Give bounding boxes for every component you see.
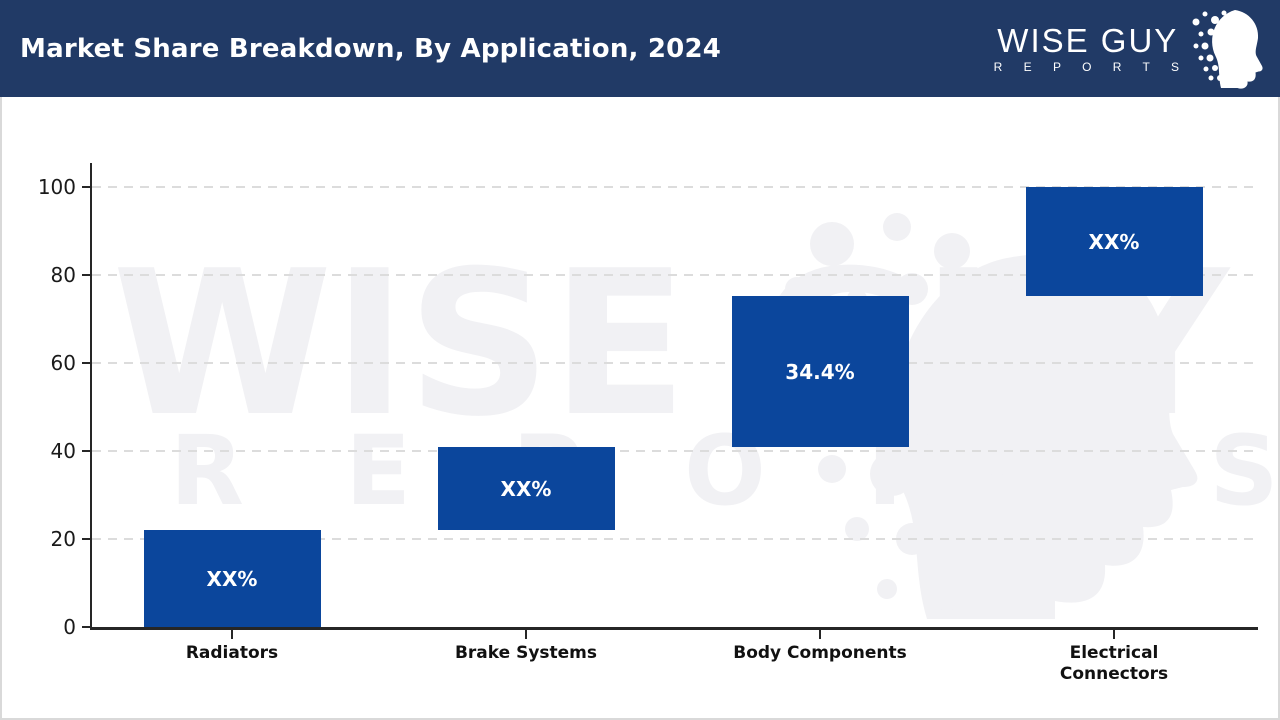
y-tick-mark-60 xyxy=(82,362,90,364)
gridline-100 xyxy=(92,186,1256,188)
y-tick-mark-40 xyxy=(82,450,90,452)
bar-radiators: XX% xyxy=(143,530,321,627)
y-tick-mark-100 xyxy=(82,186,90,188)
x-tick-mark-3 xyxy=(1113,630,1115,639)
logo-head-icon xyxy=(1192,9,1263,89)
x-tick-mark-1 xyxy=(525,630,527,639)
y-axis-line xyxy=(90,163,92,629)
y-tick-mark-0 xyxy=(82,626,90,628)
y-tick-mark-80 xyxy=(82,274,90,276)
y-tick-mark-20 xyxy=(82,538,90,540)
x-axis-line xyxy=(90,627,1258,630)
bar-body-components: 34.4% xyxy=(731,296,909,448)
gridline-40 xyxy=(92,450,1256,452)
page-title: Market Share Breakdown, By Application, … xyxy=(20,33,722,64)
bar-electrical-connectors: XX% xyxy=(1025,187,1203,297)
gridline-80 xyxy=(92,274,1256,276)
chart-canvas: WISE GUY R E P O R T S 0 20 40 60 80 100 XX% Ra… xyxy=(0,97,1280,720)
y-tick-label-40: 40 xyxy=(50,439,76,463)
x-category-label-3: Electrical Connectors xyxy=(1059,643,1169,684)
y-tick-label-100: 100 xyxy=(37,175,76,199)
gridline-60 xyxy=(92,362,1256,364)
logo-wordmark-block: WISE GUY R E P O R T S xyxy=(988,24,1188,73)
bar-value-label: XX% xyxy=(1088,229,1140,254)
x-tick-mark-2 xyxy=(819,630,821,639)
bar-value-label: XX% xyxy=(500,476,552,501)
header-bar: Market Share Breakdown, By Application, … xyxy=(0,0,1280,97)
logo-subtitle: R E P O R T S xyxy=(993,60,1188,74)
y-tick-label-80: 80 xyxy=(50,263,76,287)
bar-value-label: XX% xyxy=(206,566,258,591)
x-category-label-1: Brake Systems xyxy=(454,643,598,663)
brand-logo: WISE GUY R E P O R T S xyxy=(988,6,1264,92)
x-category-label-0: Radiators xyxy=(185,643,279,663)
gridline-20 xyxy=(92,538,1256,540)
x-tick-mark-0 xyxy=(231,630,233,639)
y-tick-label-20: 20 xyxy=(50,527,76,551)
x-category-label-2: Body Components xyxy=(733,643,907,663)
logo-wordmark: WISE GUY xyxy=(997,22,1179,59)
bar-value-label: 34.4% xyxy=(785,359,855,384)
y-tick-label-60: 60 xyxy=(50,351,76,375)
y-tick-label-0: 0 xyxy=(63,615,76,639)
bar-brake-systems: XX% xyxy=(437,447,615,531)
